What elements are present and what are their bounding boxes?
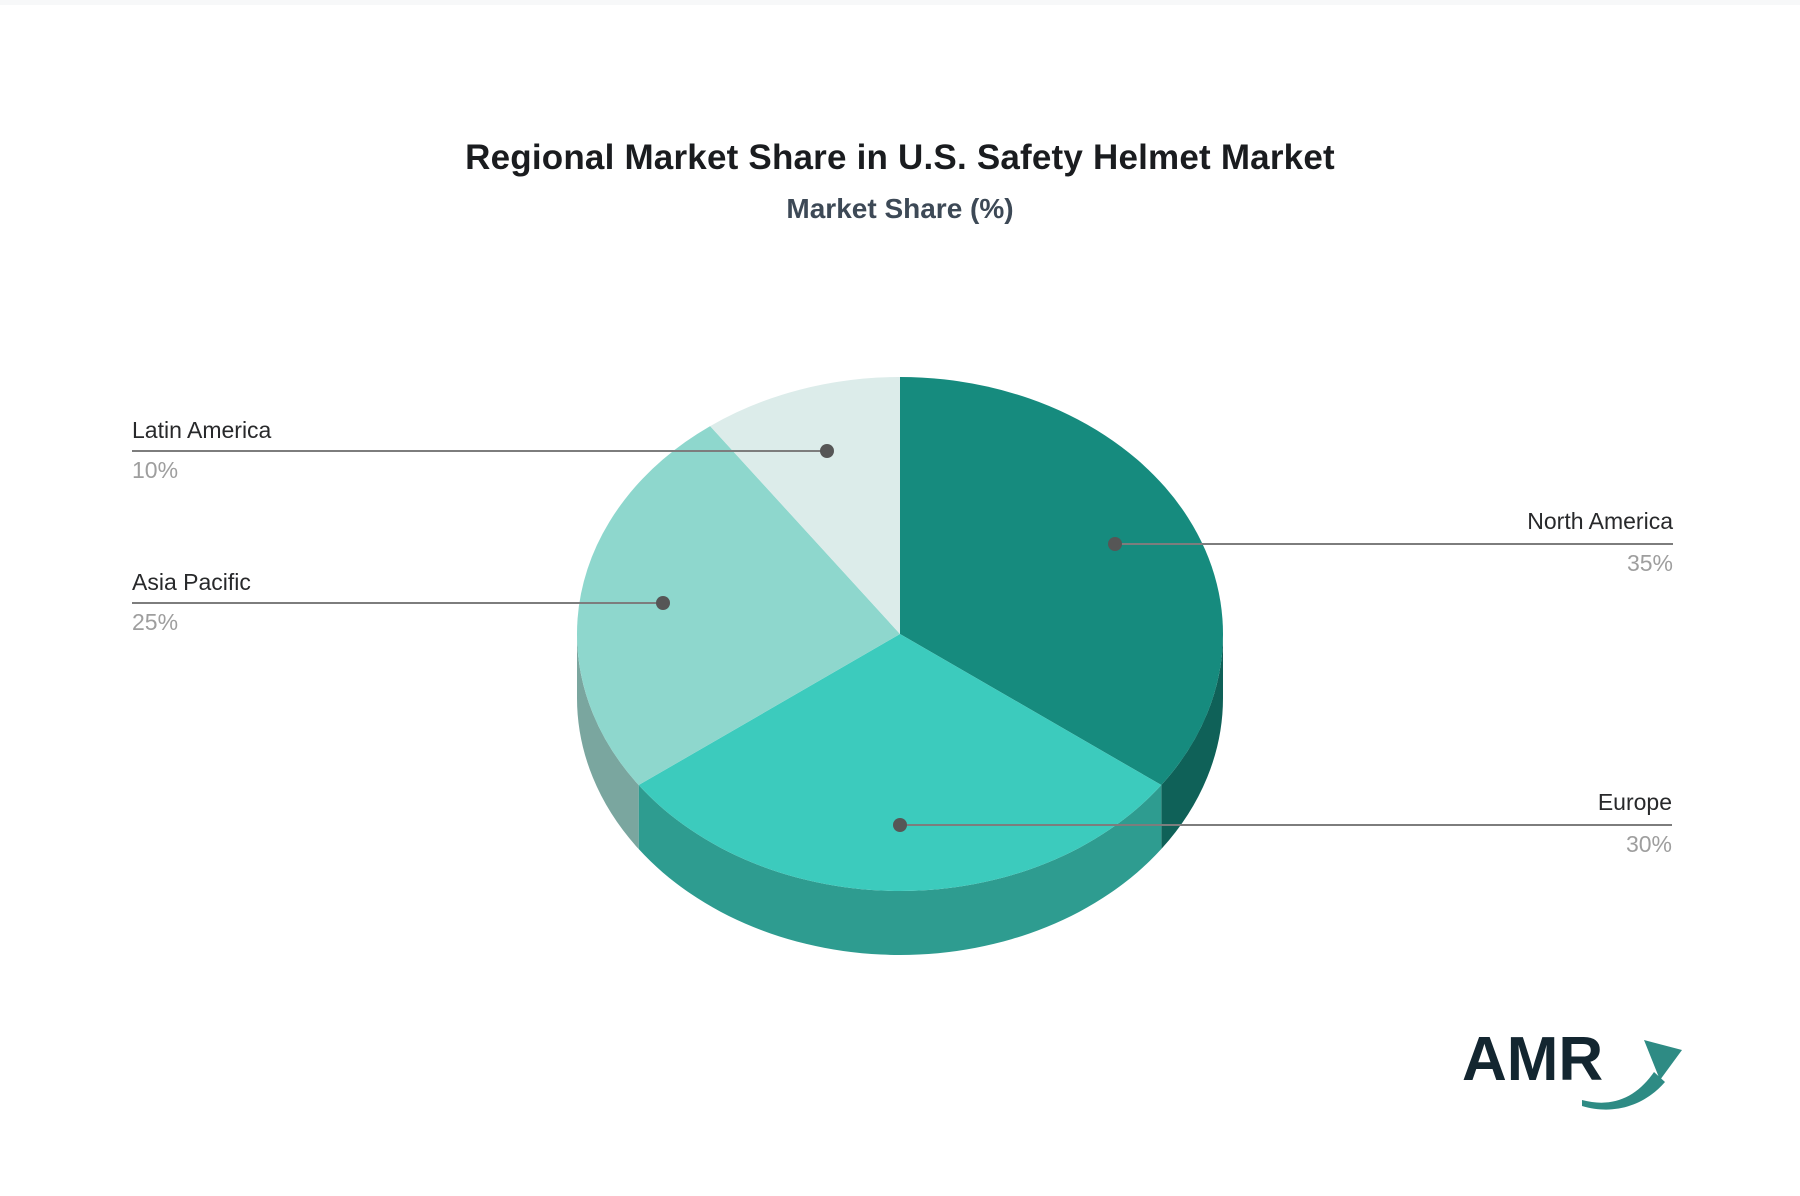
leader-line (132, 602, 663, 604)
slice-label-europe: Europe (1597, 789, 1672, 815)
leader-line (900, 824, 1672, 826)
slice-label-north-america: North America (1527, 508, 1673, 534)
chart-title: Regional Market Share in U.S. Safety Hel… (465, 138, 1335, 177)
pie-slice-side-europe (638, 785, 1162, 956)
pie-slice-side-north-america (1161, 634, 1223, 850)
slice-label-asia-pacific: Asia Pacific (132, 569, 251, 595)
slice-percent-north-america: 35% (1626, 550, 1673, 576)
slice-percent-asia-pacific: 25% (132, 609, 179, 635)
chart-subtitle: Market Share (%) (786, 193, 1014, 224)
brand-logo: AMR (1462, 1025, 1682, 1120)
pie-slice-asia-pacific[interactable] (577, 426, 900, 786)
growth-arrow-icon (1582, 1040, 1682, 1110)
slice-label-latin-america: Latin America (132, 417, 272, 443)
page-top-border (0, 0, 1800, 5)
pie-slice-europe[interactable] (638, 634, 1162, 891)
leader-dot (893, 818, 907, 832)
slice-percent-latin-america: 10% (132, 457, 179, 483)
leader-dot (1108, 537, 1122, 551)
pie-slice-latin-america[interactable] (710, 377, 900, 634)
pie-slice-north-america[interactable] (900, 377, 1223, 786)
leader-dot (820, 444, 834, 458)
pie-slice-side-asia-pacific (577, 634, 639, 850)
leader-line (1115, 543, 1673, 545)
leader-line (132, 450, 828, 452)
brand-logo-text: AMR (1462, 1025, 1604, 1094)
slice-percent-europe: 30% (1625, 831, 1672, 857)
leader-dot (656, 596, 670, 610)
